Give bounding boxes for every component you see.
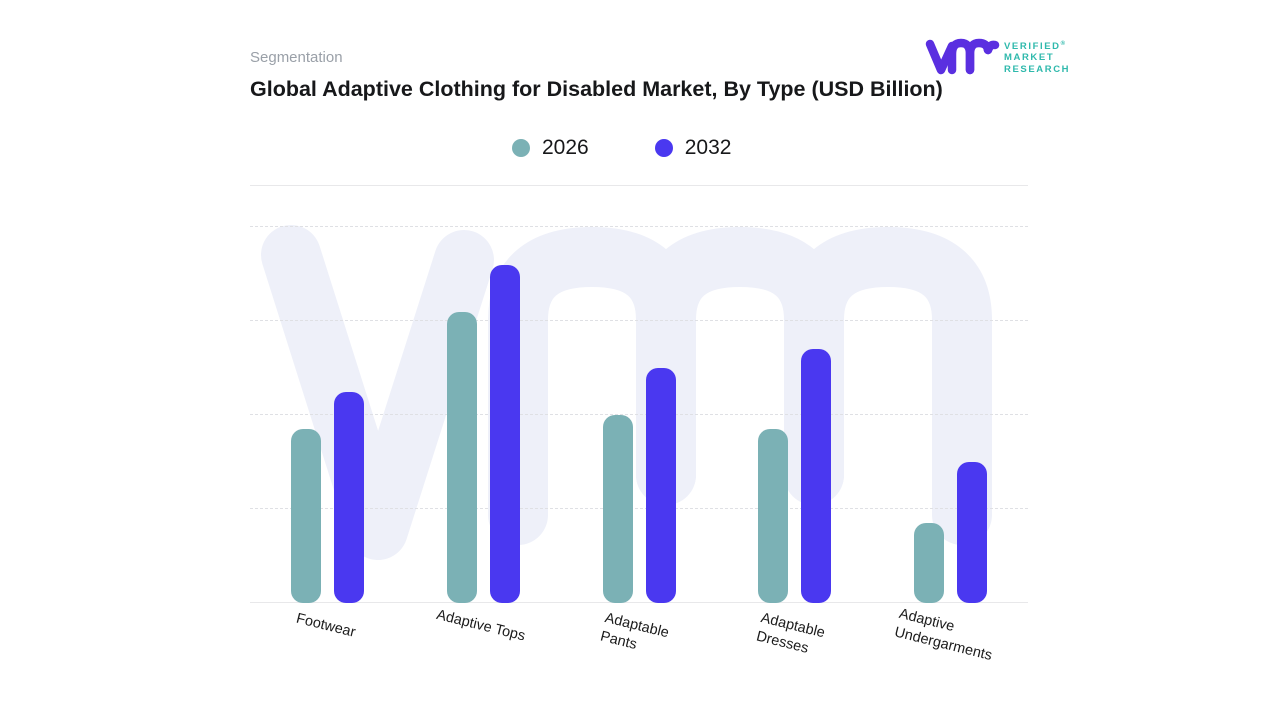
bar-2026-4 <box>758 429 789 603</box>
gridline <box>250 226 1028 228</box>
x-axis-label: Adaptive Tops <box>435 606 528 645</box>
legend-label-2032: 2032 <box>684 136 732 159</box>
vmr-watermark-icon <box>261 225 992 560</box>
legend-swatch-2026 <box>512 139 530 157</box>
page-title: Global Adaptive Clothing for Disabled Ma… <box>250 77 943 101</box>
vmr-logo: VERIFIED® MARKET RESEARCH <box>924 34 1070 80</box>
gridline <box>250 508 1028 510</box>
legend-item-2026: 2026 <box>512 136 589 160</box>
bar-2032-4 <box>801 349 832 603</box>
bar-2026-2 <box>446 311 477 603</box>
legend-swatch-2032 <box>654 139 673 157</box>
vmr-logo-mark-icon <box>925 38 1000 75</box>
eyebrow-label: Segmentation <box>250 49 343 66</box>
x-axis-label: Adaptable Pants <box>598 610 671 654</box>
x-axis-label: Adaptable Dresses <box>754 610 827 657</box>
vmr-logo-wordmark: VERIFIED® MARKET RESEARCH <box>1004 40 1071 75</box>
bar-2026-1 <box>291 429 322 603</box>
x-axis-label: Footwear <box>294 610 357 641</box>
header-divider <box>250 185 1028 186</box>
registered-mark: ® <box>1060 40 1066 47</box>
legend-label-2026: 2026 <box>542 136 589 159</box>
bar-2032-2 <box>489 264 520 603</box>
x-axis-label: Adaptive Undergarments <box>892 605 994 665</box>
bar-2032-1 <box>334 391 365 603</box>
bar-2026-3 <box>602 415 633 603</box>
bar-2026-5 <box>913 523 944 603</box>
bar-2032-3 <box>645 368 676 603</box>
x-axis-baseline <box>250 602 1028 603</box>
gridline <box>250 320 1028 322</box>
legend-item-2032: 2032 <box>654 136 732 160</box>
plot-area: Footwear Adaptive Tops Adaptable Pants Adap… <box>250 185 1028 664</box>
chart-legend: 2026 2032 <box>512 136 731 160</box>
bar-2032-5 <box>956 462 987 603</box>
gridline <box>250 414 1028 416</box>
